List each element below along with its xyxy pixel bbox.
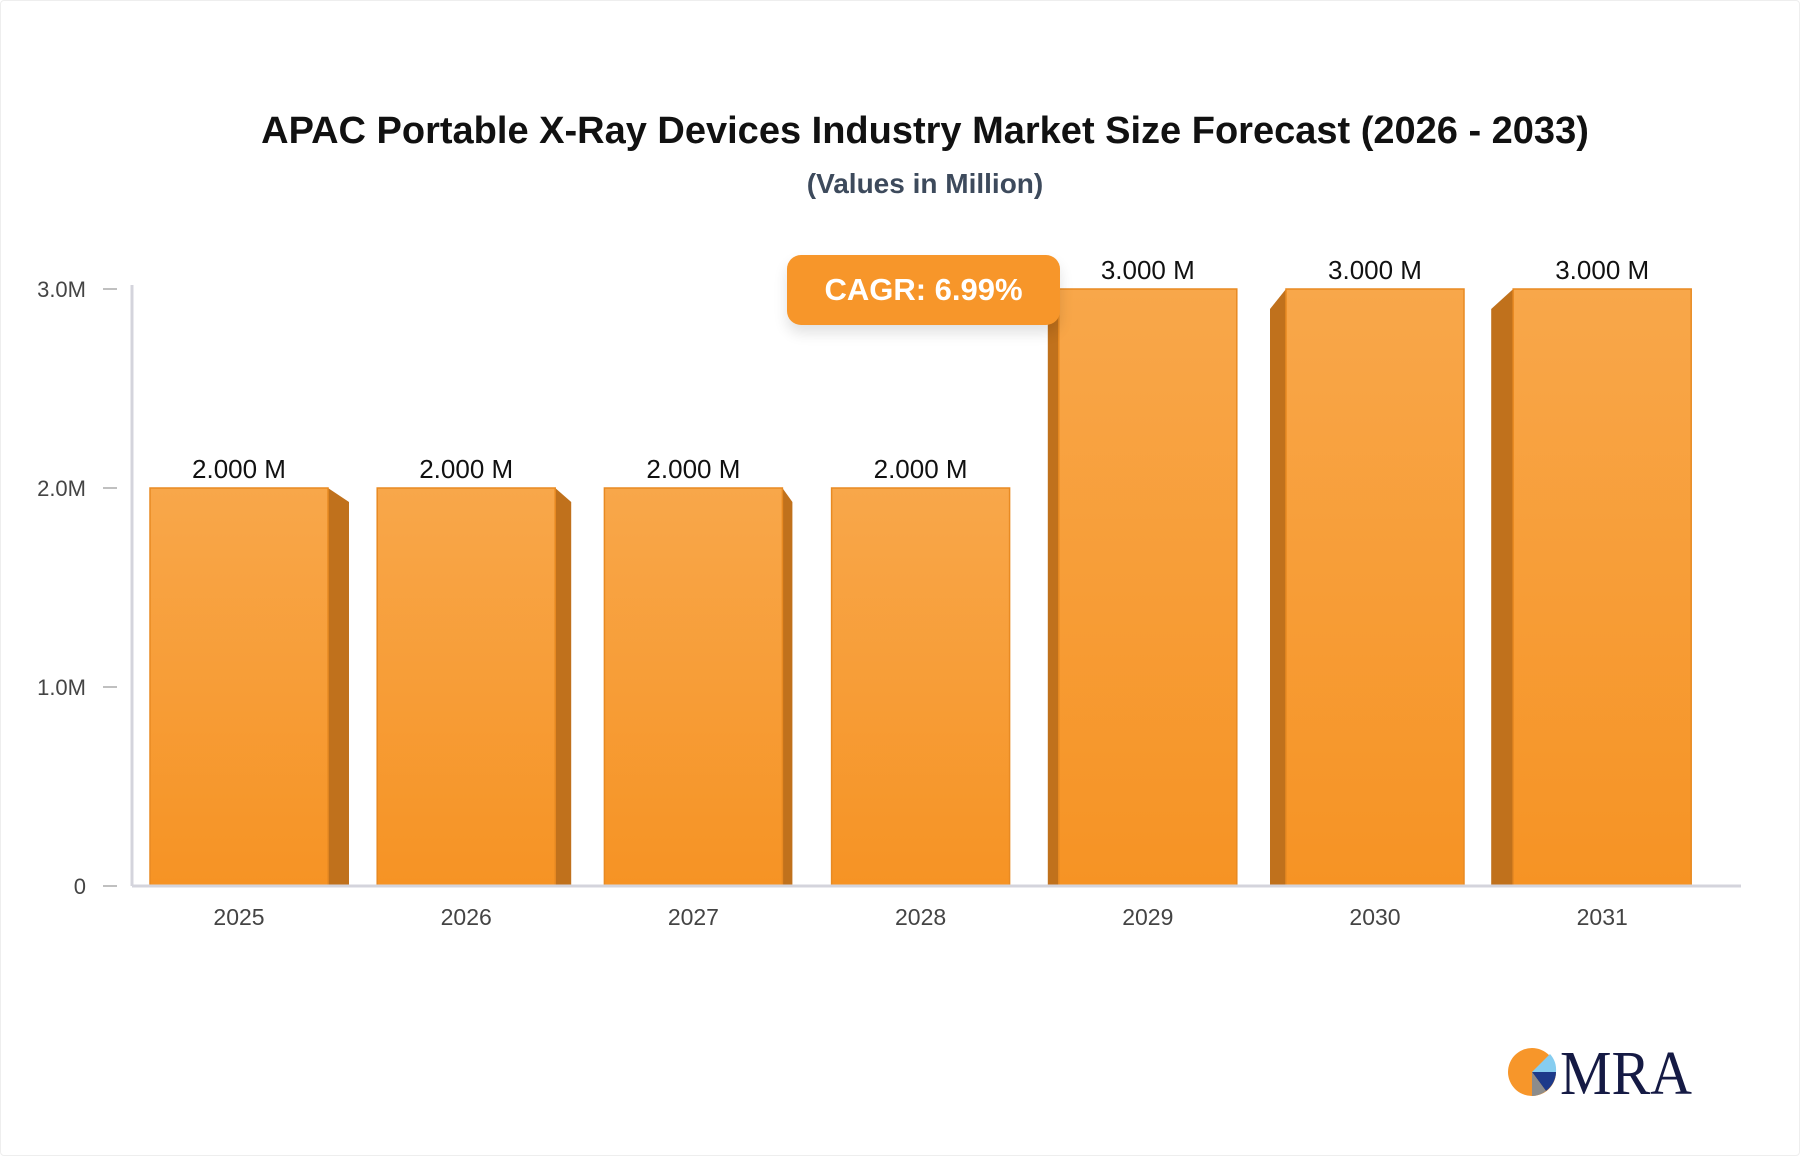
bar-2031 [1512, 288, 1692, 887]
x-tick-label: 2028 [895, 904, 946, 930]
x-tick-label: 2025 [213, 904, 264, 930]
bar-2030 [1285, 288, 1465, 887]
svg-text:MRA: MRA [1560, 1040, 1692, 1100]
x-tick-label: 2031 [1577, 904, 1628, 930]
x-tick-label: 2030 [1349, 904, 1400, 930]
bar-2027 [603, 487, 784, 887]
chart-subtitle: (Values in Million) [806, 168, 1044, 199]
y-tick-label: 2.0M [37, 476, 86, 501]
data-label: 2.000 M [419, 454, 513, 484]
bar-side [555, 488, 572, 886]
data-label: 3.000 M [1101, 255, 1195, 285]
bar-2025 [149, 487, 329, 887]
bar-side [1270, 289, 1286, 886]
bar-side [782, 488, 793, 886]
x-tick-label: 2029 [1122, 904, 1173, 930]
data-label: 2.000 M [874, 454, 968, 484]
bar-2026 [376, 487, 556, 887]
bar-2028 [830, 487, 1011, 887]
chart-title: APAC Portable X-Ray Devices Industry Mar… [261, 110, 1589, 152]
x-tick-label: 2026 [441, 904, 492, 930]
y-tick-label: 3.0M [37, 277, 86, 302]
bar-side [1047, 289, 1059, 886]
y-tick-label: 1.0M [37, 675, 86, 700]
data-label: 3.000 M [1555, 255, 1649, 285]
bar-side [328, 488, 349, 886]
data-label: 3.000 M [1328, 255, 1422, 285]
mra-logo: MRA [1506, 1040, 1696, 1100]
y-tick-label: 0 [74, 874, 86, 899]
data-label: 2.000 M [646, 454, 740, 484]
bar-side [1491, 289, 1514, 886]
cagr-badge: CAGR: 6.99% [787, 255, 1060, 325]
x-tick-label: 2027 [668, 904, 719, 930]
bar-2029 [1058, 288, 1238, 887]
data-label: 2.000 M [192, 454, 286, 484]
